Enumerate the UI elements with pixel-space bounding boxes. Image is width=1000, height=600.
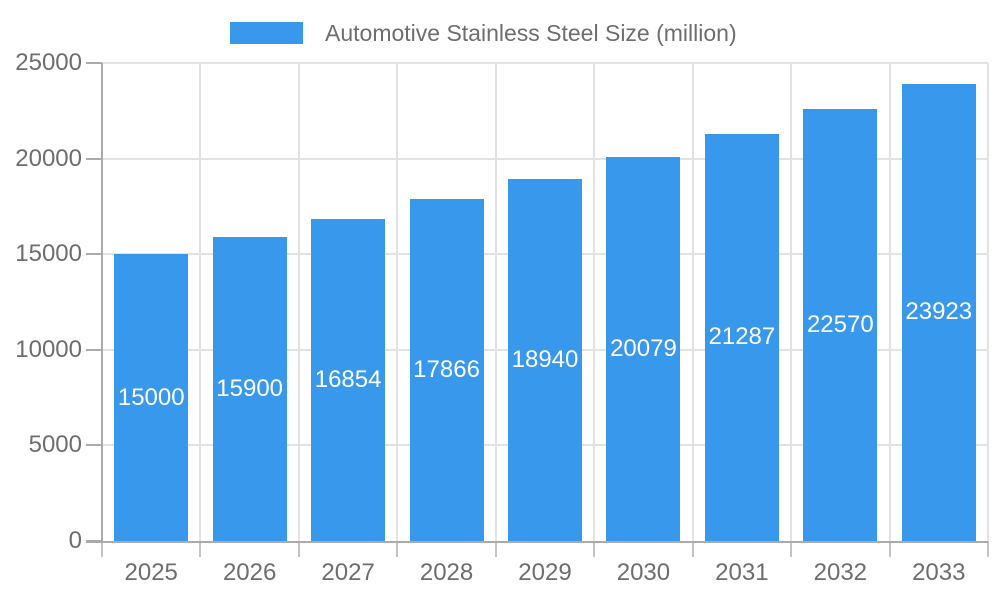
bar-2030[interactable] (606, 157, 681, 541)
bar-value-label: 15000 (117, 383, 185, 411)
x-axis-tick (691, 541, 694, 557)
bar-2026[interactable] (212, 236, 287, 541)
y-axis-label: 5000 (28, 431, 82, 459)
x-axis-label: 2028 (419, 559, 474, 586)
bar-2027[interactable] (311, 218, 386, 541)
y-axis-label: 20000 (15, 144, 82, 172)
x-gridline (790, 63, 793, 541)
x-gridline (494, 63, 497, 541)
y-gridline (102, 62, 988, 64)
bar-value-label: 23923 (905, 298, 973, 326)
x-axis-label: 2031 (715, 559, 769, 586)
bar-value-label: 17866 (413, 356, 480, 384)
bar-2031[interactable] (704, 133, 779, 541)
legend-swatch (230, 22, 303, 44)
x-axis-tick (199, 541, 202, 557)
y-axis-tick (86, 253, 102, 256)
x-axis-tick (790, 541, 793, 557)
y-axis-tick (86, 444, 102, 447)
x-axis-tick (396, 541, 399, 557)
x-axis-label: 2026 (222, 559, 277, 586)
bar-value-label: 15900 (216, 374, 284, 402)
y-gridline (102, 157, 988, 160)
bar-value-label: 20079 (610, 335, 677, 363)
x-axis-label: 2033 (912, 559, 966, 586)
bar-2028[interactable] (409, 199, 484, 541)
legend-item[interactable]: Automotive Stainless Steel Size (million… (230, 20, 737, 46)
y-axis-label: 10000 (15, 335, 82, 363)
y-axis-label: 25000 (15, 49, 82, 76)
bar-value-label: 18940 (511, 345, 579, 373)
bar-2025[interactable] (114, 254, 189, 541)
y-axis-label: 15000 (15, 240, 82, 268)
bar-value-label: 21287 (708, 323, 776, 351)
x-axis-label: 2032 (813, 559, 868, 586)
x-gridline (199, 63, 202, 541)
legend-label: Automotive Stainless Steel Size (million… (325, 20, 737, 46)
y-axis-tick (86, 157, 102, 160)
x-axis-tick (987, 541, 989, 557)
x-gridline (888, 63, 891, 541)
bar-value-label: 16854 (314, 365, 382, 393)
x-axis-tick (593, 541, 596, 557)
x-axis-tick (494, 541, 497, 557)
y-axis-tick (86, 348, 102, 351)
x-gridline (396, 63, 399, 541)
x-axis-label: 2030 (616, 559, 671, 586)
y-axis-line (101, 63, 103, 543)
y-axis-tick (86, 62, 102, 64)
x-gridline (987, 63, 989, 541)
x-gridline (691, 63, 694, 541)
x-axis-tick (297, 541, 300, 557)
x-axis-line (86, 541, 988, 543)
x-gridline (297, 63, 300, 541)
x-axis-label: 2027 (321, 559, 375, 586)
x-axis-tick (101, 541, 103, 557)
x-axis-label: 2029 (518, 559, 572, 586)
x-gridline (593, 63, 596, 541)
x-axis-tick (888, 541, 891, 557)
bar-2032[interactable] (803, 109, 878, 541)
bar-2033[interactable] (901, 83, 976, 541)
x-axis-label: 2025 (124, 559, 178, 586)
bar-2029[interactable] (508, 178, 582, 541)
y-axis-label: 0 (68, 527, 82, 554)
bar-value-label: 22570 (806, 311, 874, 339)
